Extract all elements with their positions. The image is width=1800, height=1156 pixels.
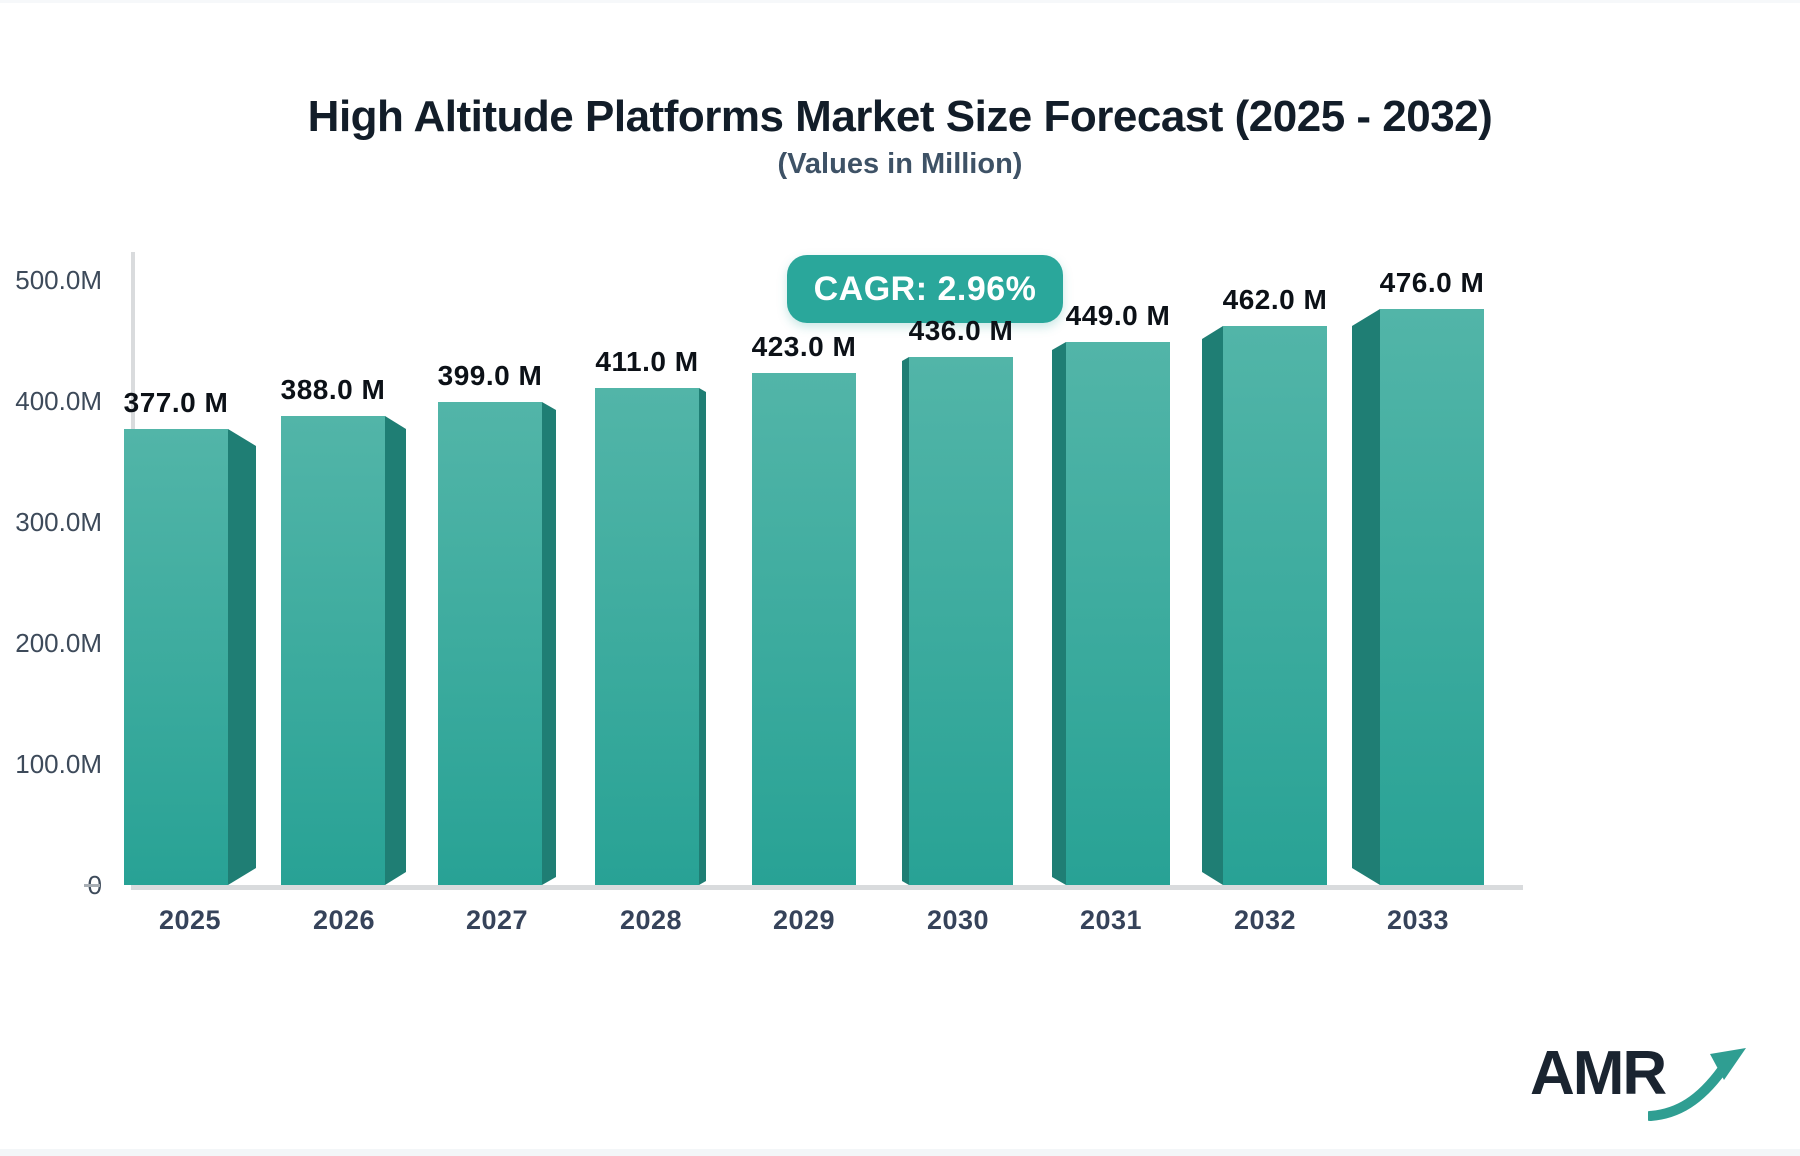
page-bottom-edge [0, 1149, 1800, 1156]
bar-side-face [699, 388, 706, 885]
y-axis-tick-label: 100.0M [15, 749, 102, 779]
bar-front-face [281, 416, 385, 885]
bar-side-face [542, 402, 556, 885]
bar-value-label: 377.0 M [123, 387, 229, 418]
growth-arrow-icon [1648, 1048, 1746, 1121]
amr-logo: AMR [1520, 1030, 1746, 1121]
bar-front-face [595, 388, 699, 885]
bar-front-face [909, 357, 1013, 885]
bar-front-face [1066, 342, 1170, 885]
bar-value-label: 388.0 M [280, 374, 386, 405]
bar-2027[interactable] [438, 402, 556, 885]
y-axis-tick-label: 400.0M [15, 386, 102, 416]
x-axis-label: 2025 [158, 905, 222, 935]
bar-value-label: 449.0 M [1065, 300, 1171, 331]
page-top-edge [0, 0, 1800, 3]
bar-value-label: 399.0 M [437, 360, 543, 391]
zero-tick-mark [84, 884, 100, 887]
x-axis-label: 2031 [1079, 905, 1143, 935]
bar-side-face [1202, 326, 1223, 885]
chart-title: High Altitude Platforms Market Size Fore… [307, 92, 1493, 141]
bar-side-face [902, 357, 909, 885]
bar-front-face [438, 402, 542, 885]
bar-2031[interactable] [1052, 342, 1170, 885]
cagr-badge-label: CAGR: 2.96% [813, 269, 1037, 308]
x-axis-label: 2033 [1386, 905, 1450, 935]
bar-value-label: 436.0 M [908, 315, 1014, 346]
amr-logo-text: AMR [1530, 1039, 1667, 1108]
bar-value-label: 462.0 M [1222, 284, 1328, 315]
y-axis-tick-label: 200.0M [15, 628, 102, 658]
bar-2028[interactable] [595, 388, 706, 885]
bar-front-face [752, 373, 856, 885]
cagr-badge: CAGR: 2.96% [787, 255, 1063, 323]
bar-value-label: 423.0 M [751, 331, 857, 362]
y-axis-tick-label: 300.0M [15, 507, 102, 537]
bar-side-face [385, 416, 406, 885]
x-axis-label: 2030 [926, 905, 990, 935]
bar-2033[interactable] [1352, 309, 1484, 885]
bar-value-label: 411.0 M [595, 346, 699, 377]
bar-2025[interactable] [124, 429, 256, 885]
x-axis-label: 2028 [619, 905, 683, 935]
x-axis-label: 2027 [465, 905, 529, 935]
bar-side-face [1352, 309, 1380, 885]
bar-side-face [228, 429, 256, 885]
bar-2026[interactable] [281, 416, 406, 885]
bar-side-face [1052, 342, 1066, 885]
x-axis-label: 2029 [772, 905, 836, 935]
x-axis-label: 2026 [312, 905, 376, 935]
bar-value-label: 476.0 M [1379, 267, 1485, 298]
x-axis-label: 2032 [1233, 905, 1297, 935]
bar-front-face [1223, 326, 1327, 885]
bar-2029[interactable] [752, 373, 856, 885]
bar-2030[interactable] [902, 357, 1013, 885]
bar-front-face [1380, 309, 1484, 885]
bar-2032[interactable] [1202, 326, 1327, 885]
y-axis-tick-label: 500.0M [15, 265, 102, 295]
x-axis-line [131, 885, 1523, 890]
bar-front-face [124, 429, 228, 885]
chart-subtitle: (Values in Million) [777, 148, 1023, 180]
